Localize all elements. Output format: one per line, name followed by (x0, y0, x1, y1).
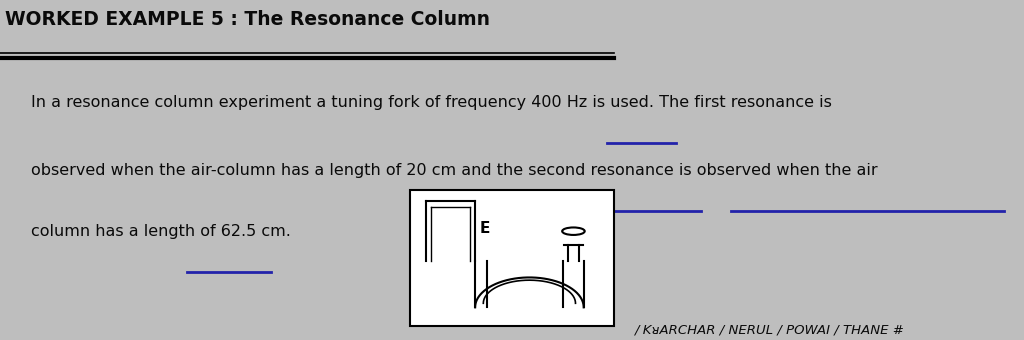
Text: E: E (479, 221, 489, 236)
Bar (410, 190, 614, 326)
Text: column has a length of 62.5 cm.: column has a length of 62.5 cm. (31, 224, 291, 239)
Text: In a resonance column experiment a tuning fork of frequency 400 Hz is used. The : In a resonance column experiment a tunin… (31, 95, 831, 110)
Text: WORKED EXAMPLE 5 : The Resonance Column: WORKED EXAMPLE 5 : The Resonance Column (5, 10, 490, 29)
Text: / KᴚARCHAR / NERUL / POWAI / THANE #: / KᴚARCHAR / NERUL / POWAI / THANE # (635, 324, 905, 337)
Text: observed when the air-column has a length of 20 cm and the second resonance is o: observed when the air-column has a lengt… (31, 163, 878, 178)
